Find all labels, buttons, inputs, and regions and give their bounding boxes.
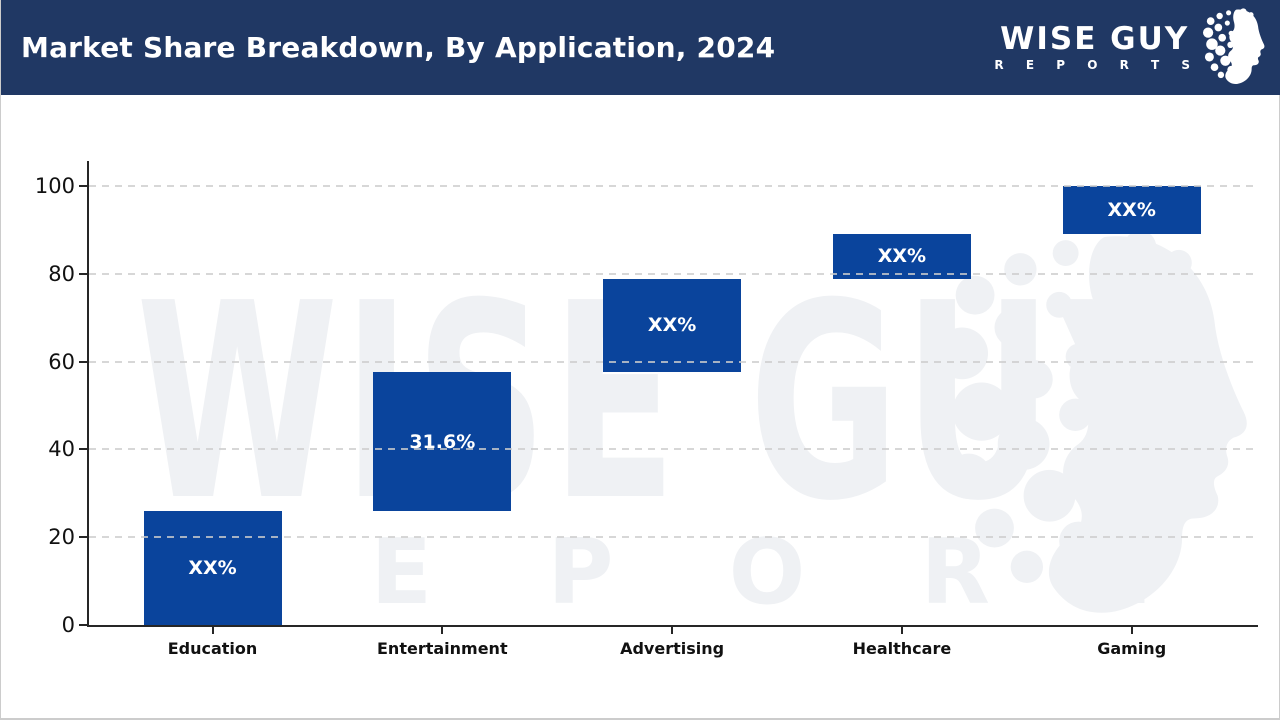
- y-tick-label: 80: [48, 261, 75, 286]
- gridline-y40: [89, 448, 1258, 451]
- y-tick-label: 40: [48, 437, 75, 462]
- bar-value-label: XX%: [877, 245, 927, 268]
- brand-logo: WISE GUY R E P O R T S: [990, 7, 1280, 89]
- gridline-y80: [89, 272, 1258, 275]
- header-bar: Market Share Breakdown, By Application, …: [1, 0, 1280, 95]
- y-tick-mark: [79, 536, 89, 539]
- page-title: Market Share Breakdown, By Application, …: [21, 31, 776, 64]
- x-tick-mark: [671, 625, 674, 634]
- y-tick-mark: [79, 360, 89, 363]
- bar-value-label: XX%: [647, 314, 697, 337]
- y-tick-mark: [79, 448, 89, 451]
- x-category-label: Entertainment: [377, 639, 508, 658]
- gridline-y60: [89, 360, 1258, 363]
- gridline-y100: [89, 185, 1258, 187]
- bar-gaming: XX%: [1062, 186, 1201, 234]
- wise-guy-face-icon: [1203, 7, 1265, 84]
- bar-healthcare: XX%: [832, 233, 971, 279]
- x-tick-mark: [900, 625, 903, 634]
- y-tick-label: 60: [48, 349, 75, 374]
- x-tick-mark: [441, 625, 444, 634]
- x-category-label: Education: [167, 639, 258, 658]
- x-tick-mark: [1130, 625, 1133, 634]
- x-category-label: Healthcare: [852, 639, 952, 658]
- x-category-label: Gaming: [1097, 639, 1167, 658]
- logo-wordmark: WISE GUY: [1000, 20, 1190, 57]
- x-category-label: Advertising: [620, 639, 725, 658]
- bar-advertising: XX%: [603, 278, 742, 373]
- x-tick-mark: [211, 625, 214, 634]
- y-tick-mark: [79, 185, 89, 187]
- bar-value-label: XX%: [1107, 198, 1156, 221]
- y-tick-label: 20: [48, 525, 75, 550]
- bar-value-label: XX%: [188, 556, 237, 579]
- bar-value-label: 31.6%: [409, 430, 476, 453]
- bar-education: XX%: [143, 510, 282, 625]
- y-tick-label: 100: [34, 174, 75, 198]
- plot-area: XX% 31.6% XX% XX% XX% 0 20 40 60 80 100 Education En…: [35, 161, 1258, 658]
- bar-entertainment: 31.6%: [373, 372, 512, 511]
- gridline-y20: [89, 536, 1258, 539]
- logo-subtitle: R E P O R T S: [994, 57, 1199, 72]
- y-tick-mark: [79, 624, 89, 626]
- y-tick-mark: [79, 272, 89, 275]
- watermark-face-icon: [936, 230, 1247, 613]
- y-tick-label: 0: [61, 613, 75, 637]
- y-axis-line: [87, 161, 89, 627]
